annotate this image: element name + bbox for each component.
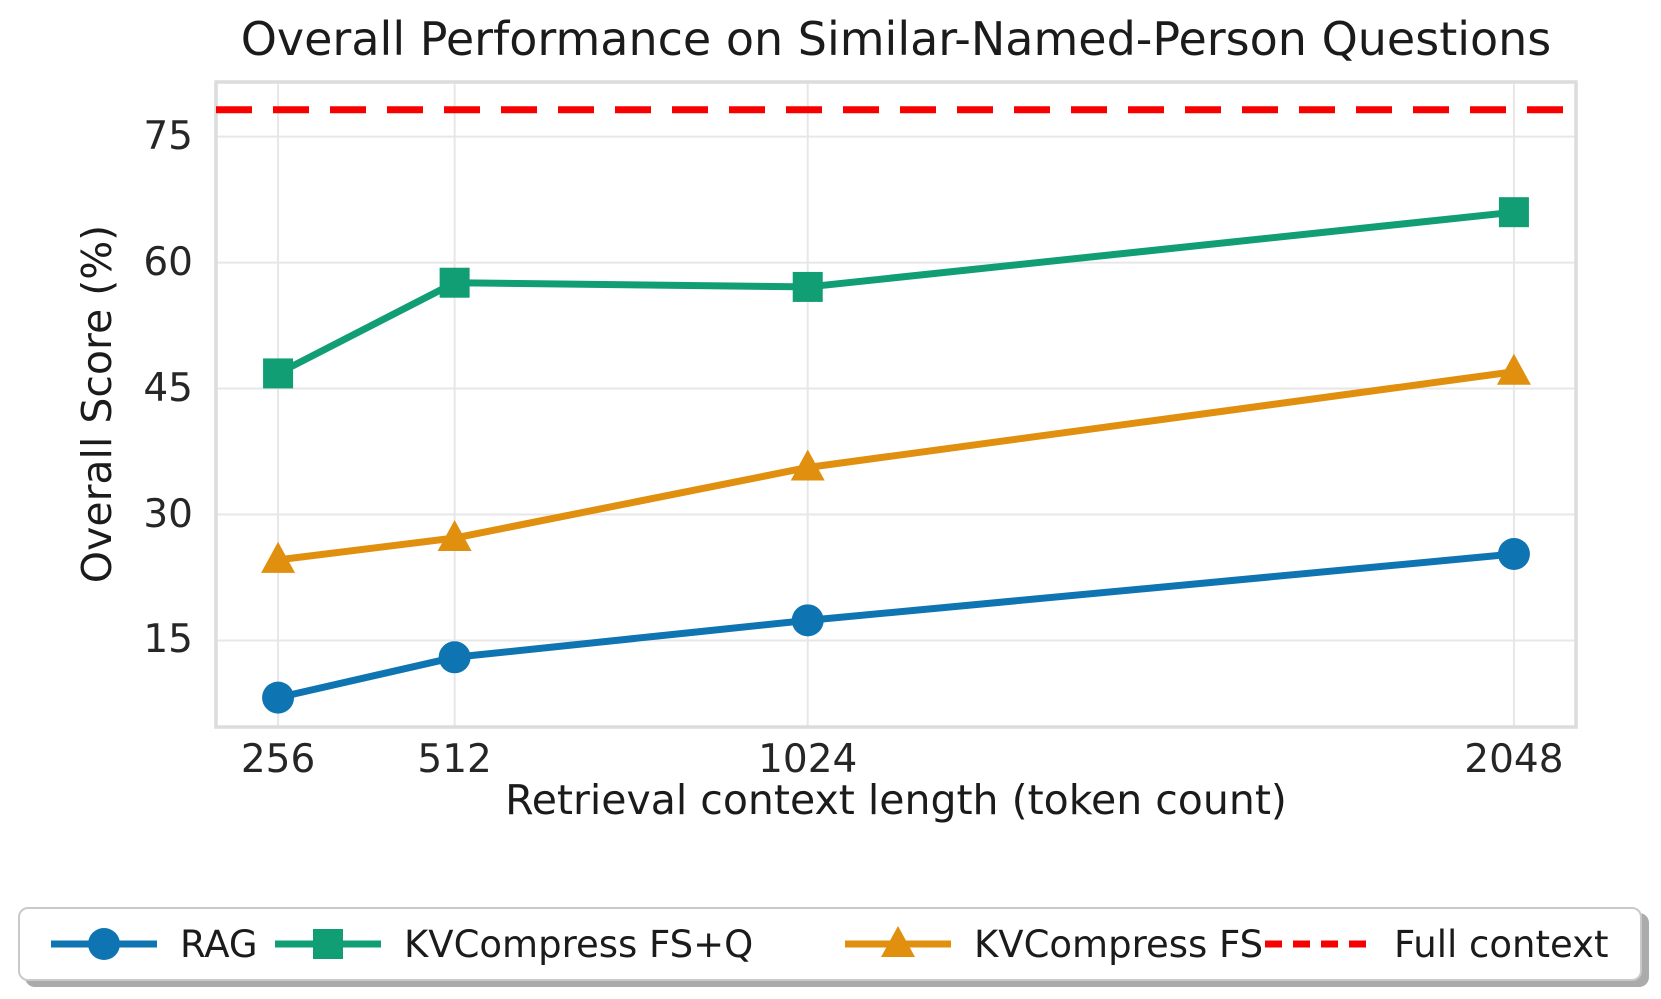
marker-square-kvcompress-fs-q bbox=[439, 267, 470, 298]
chart-title: Overall Performance on Similar-Named-Per… bbox=[240, 12, 1552, 66]
legend-sample-square bbox=[275, 929, 381, 959]
marker-circle-rag bbox=[791, 604, 824, 637]
marker-triangle-kvcompress-fs bbox=[1496, 353, 1531, 385]
marker-triangle-kvcompress-fs bbox=[437, 520, 472, 552]
legend-label: RAG bbox=[180, 922, 258, 966]
legend-label: Full context bbox=[1394, 922, 1609, 966]
legend-item-kvcompress-fs-q: KVCompress FS+Q bbox=[272, 922, 753, 966]
series-line-kvcompress-fs bbox=[274, 368, 1518, 564]
legend-item-full-context: Full context bbox=[1262, 922, 1608, 966]
marker-square-kvcompress-fs-q bbox=[792, 271, 823, 302]
y-tick-label: 15 bbox=[143, 617, 193, 663]
legend-sample-dashed-line bbox=[1265, 940, 1371, 948]
marker-circle-rag bbox=[1497, 537, 1530, 570]
x-axis-label: Retrieval context length (token count) bbox=[505, 776, 1287, 824]
y-tick-label: 75 bbox=[143, 113, 193, 159]
x-tick-label: 256 bbox=[240, 737, 316, 782]
legend-item-kvcompress-fs: KVCompress FS bbox=[842, 922, 1263, 966]
marker-circle-rag bbox=[438, 641, 471, 674]
y-tick-label: 30 bbox=[143, 491, 193, 537]
series-line-kvcompress-fs-q bbox=[274, 208, 1518, 377]
plot-frame bbox=[214, 80, 1578, 729]
marker-circle-rag bbox=[262, 681, 295, 714]
legend-sample-triangle bbox=[845, 926, 951, 957]
legend-sample-circle bbox=[51, 928, 157, 960]
series-line-rag bbox=[274, 550, 1518, 702]
x-tick-label: 2048 bbox=[1464, 737, 1564, 782]
x-tick-label: 1024 bbox=[758, 737, 858, 782]
legend-label: KVCompress FS+Q bbox=[404, 922, 754, 966]
marker-square-kvcompress-fs-q bbox=[263, 358, 294, 389]
marker-triangle-kvcompress-fs bbox=[790, 449, 825, 481]
y-tick-label: 60 bbox=[143, 239, 193, 285]
x-tick-label: 512 bbox=[417, 737, 492, 782]
marker-triangle-kvcompress-fs bbox=[261, 541, 296, 573]
y-axis-label: Overall Score (%) bbox=[73, 224, 121, 584]
legend-label: KVCompress FS bbox=[974, 922, 1264, 966]
marker-square-kvcompress-fs-q bbox=[1498, 197, 1529, 228]
legend-item-rag: RAG bbox=[48, 922, 258, 966]
legend: RAG KVCompress FS+Q KVCompress FS Full cont… bbox=[18, 907, 1642, 981]
y-tick-label: 45 bbox=[143, 365, 193, 411]
